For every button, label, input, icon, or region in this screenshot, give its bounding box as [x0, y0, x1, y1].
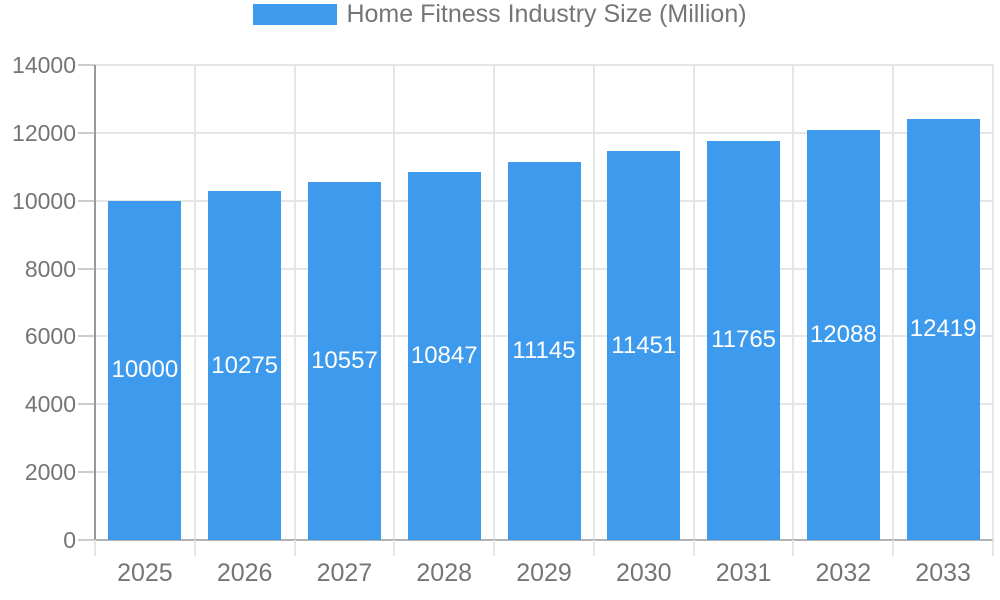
y-tick-12000	[78, 131, 95, 134]
bar-2029[interactable]	[507, 161, 581, 540]
bar-value-label: 10000	[111, 356, 179, 384]
bar-2031[interactable]	[707, 140, 781, 540]
x-tick	[892, 540, 895, 556]
y-axis-line	[94, 65, 96, 540]
y-axis-label-4000: 4000	[24, 391, 76, 418]
y-axis-label-10000: 10000	[12, 187, 76, 214]
bar-value-label: 12419	[909, 315, 977, 343]
gridline-y-12000	[95, 131, 993, 134]
bar-value-label: 11765	[711, 326, 777, 354]
bar-2025[interactable]	[108, 200, 182, 540]
bar-value-label: 11145	[512, 336, 576, 364]
y-tick-14000	[78, 64, 95, 66]
x-axis-label-2025: 2025	[117, 559, 173, 587]
y-tick-6000	[78, 335, 95, 338]
bar-2028[interactable]	[407, 171, 481, 540]
bar-2032[interactable]	[806, 129, 880, 540]
y-tick-0	[78, 539, 95, 541]
x-tick	[193, 540, 196, 556]
y-axis-label-14000: 14000	[12, 52, 76, 78]
y-axis-label-6000: 6000	[24, 323, 76, 350]
x-axis-label-2027: 2027	[316, 559, 373, 587]
x-tick	[94, 540, 96, 556]
x-tick	[692, 540, 695, 556]
bar-2027[interactable]	[307, 181, 381, 540]
x-tick	[792, 540, 795, 556]
gridline-y-14000	[95, 64, 993, 66]
legend[interactable]: Home Fitness Industry Size (Million)	[0, 0, 1000, 29]
bar-2030[interactable]	[607, 151, 681, 540]
y-axis-label-2000: 2000	[24, 459, 76, 486]
y-axis-label-8000: 8000	[24, 255, 76, 282]
legend-label: Home Fitness Industry Size (Million)	[346, 0, 747, 28]
bar-2026[interactable]	[208, 191, 282, 540]
x-tick	[992, 540, 994, 556]
category-separator	[992, 65, 994, 540]
category-separator	[692, 65, 695, 540]
x-axis-label-2032: 2032	[815, 559, 872, 587]
bar-value-label: 10847	[410, 341, 478, 369]
y-tick-4000	[78, 403, 95, 406]
x-axis-label-2029: 2029	[516, 559, 572, 587]
x-axis-label-2026: 2026	[216, 559, 273, 587]
bar-value-label: 10275	[211, 351, 279, 379]
bar-value-label: 12088	[809, 320, 877, 348]
x-tick	[592, 540, 595, 556]
y-tick-10000	[78, 199, 95, 202]
category-separator	[592, 65, 595, 540]
legend-swatch-icon	[253, 4, 338, 25]
category-separator	[493, 65, 496, 540]
x-axis-label-2028: 2028	[416, 559, 473, 587]
category-separator	[293, 65, 296, 540]
category-separator	[193, 65, 196, 540]
bar-2033[interactable]	[906, 118, 980, 540]
bar-value-label: 11451	[611, 331, 677, 359]
y-tick-8000	[78, 267, 95, 270]
category-separator	[892, 65, 895, 540]
category-separator	[393, 65, 396, 540]
y-axis-label-12000: 12000	[12, 119, 76, 146]
category-separator	[792, 65, 795, 540]
x-tick	[293, 540, 296, 556]
x-axis-label-2033: 2033	[915, 559, 971, 587]
x-axis-label-2030: 2030	[615, 559, 672, 587]
x-axis-baseline	[95, 539, 993, 541]
y-axis-label-0: 0	[63, 527, 76, 553]
x-tick	[493, 540, 496, 556]
x-tick	[393, 540, 396, 556]
bar-value-label: 10557	[311, 346, 378, 374]
x-axis-label-2031: 2031	[715, 559, 772, 587]
y-tick-2000	[78, 471, 95, 474]
